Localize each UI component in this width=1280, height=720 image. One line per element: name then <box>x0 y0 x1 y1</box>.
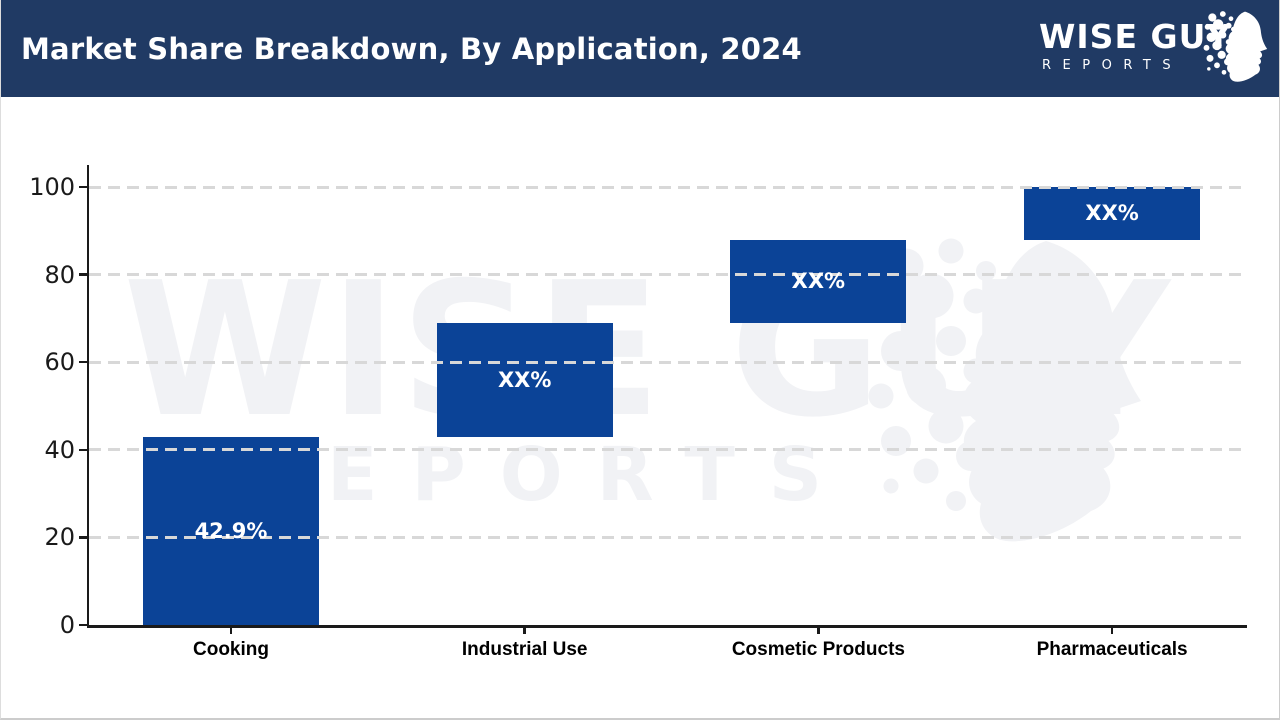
x-tick-mark <box>523 625 526 634</box>
bar-value-label: 42.9% <box>194 519 268 544</box>
y-tick-mark <box>79 623 89 627</box>
y-tick-mark <box>79 273 89 276</box>
gridline-40 <box>89 448 1247 452</box>
bar-value-label: XX% <box>497 367 552 392</box>
page-title: Market Share Breakdown, By Application, … <box>21 31 802 66</box>
y-tick-mark <box>79 448 89 452</box>
brand-name: WISE GUY <box>1039 17 1232 56</box>
x-category-label-pharmaceuticals: Pharmaceuticals <box>1036 639 1188 660</box>
y-tick-mark <box>79 360 89 364</box>
x-axis-line <box>86 625 1247 628</box>
x-tick-mark <box>229 625 233 634</box>
y-tick-label: 20 <box>44 523 75 552</box>
gridline-60 <box>89 360 1247 364</box>
bar-industrial-use <box>436 322 613 438</box>
x-tick-mark <box>817 625 820 634</box>
y-tick-label: 40 <box>44 435 75 464</box>
y-tick-label: 0 <box>59 611 75 639</box>
bar-cooking <box>143 437 319 625</box>
bar-value-label: XX% <box>791 269 846 294</box>
x-category-label-industrial-use: Industrial Use <box>461 639 588 660</box>
x-category-label-cosmetic-products: Cosmetic Products <box>731 639 905 660</box>
y-tick-label: 100 <box>29 173 75 201</box>
header-bar: Market Share Breakdown, By Application, … <box>1 0 1279 97</box>
y-tick-label: 80 <box>44 260 75 289</box>
bar-cosmetic-products <box>730 239 907 323</box>
x-category-label-cooking: Cooking <box>193 639 269 660</box>
brand-logo: WISE GUY REPORTS <box>1007 6 1275 92</box>
bar-value-label: XX% <box>1085 201 1139 226</box>
y-tick-label: 60 <box>44 348 75 377</box>
brand-subtitle: REPORTS <box>1042 58 1183 73</box>
watermark-face-icon <box>868 238 1141 542</box>
y-axis-line <box>86 165 89 628</box>
gridline-100 <box>89 185 1247 189</box>
y-tick-mark <box>79 536 89 539</box>
x-tick-mark <box>1110 625 1114 634</box>
gridline-80 <box>89 273 1247 277</box>
brand-face-icon <box>1203 11 1268 82</box>
bar-pharmaceuticals <box>1024 187 1201 240</box>
brand-text: WISE GUY REPORTS <box>1039 20 1231 73</box>
gridline-20 <box>89 535 1247 539</box>
y-tick-mark <box>79 185 89 189</box>
